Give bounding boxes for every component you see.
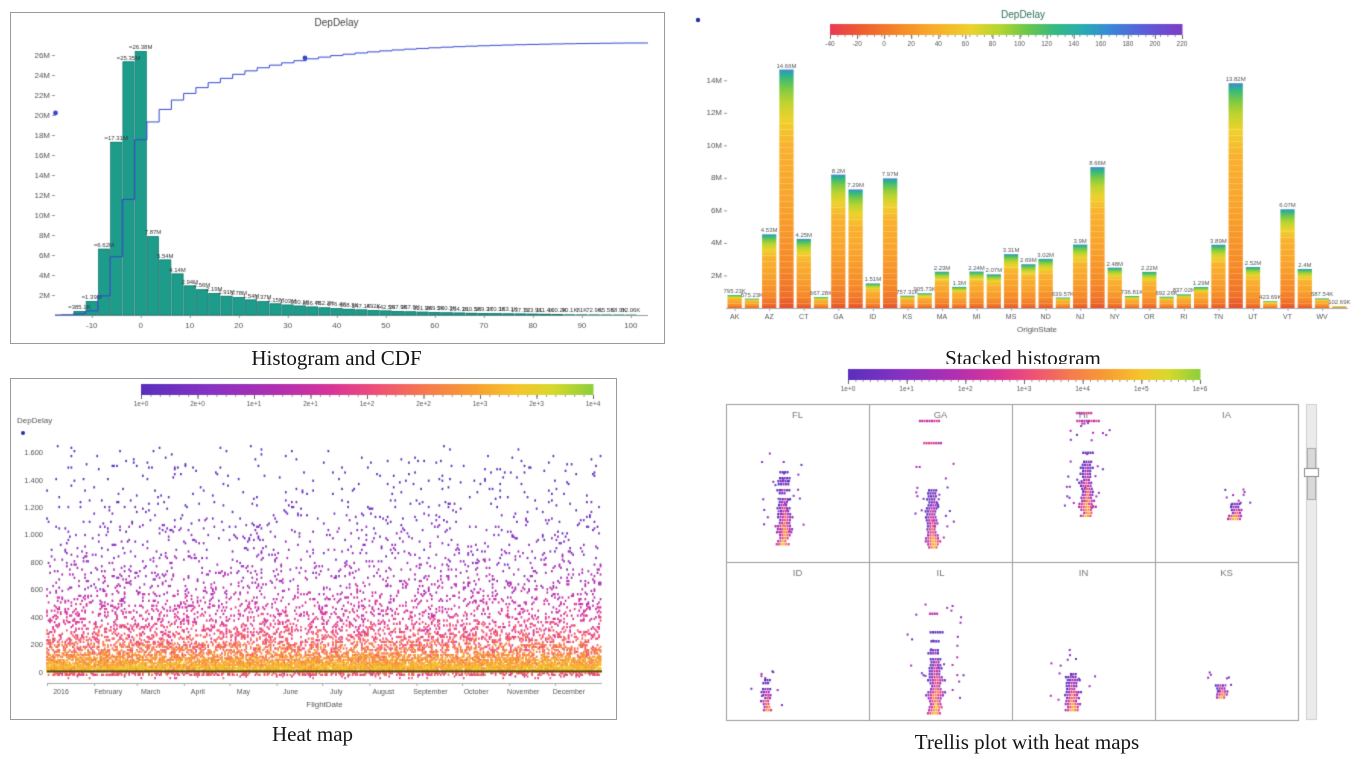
trellis-heat-maps-chart[interactable] bbox=[698, 364, 1356, 730]
stacked-histogram-chart[interactable] bbox=[690, 6, 1356, 344]
caption-trellis-heat-maps: Trellis plot with heat maps bbox=[914, 730, 1140, 754]
heat-map-frame bbox=[10, 378, 617, 720]
caption-heat-map: Heat map bbox=[271, 722, 354, 746]
histogram-cdf-chart[interactable] bbox=[11, 13, 662, 341]
trellis-heat-maps-frame bbox=[698, 364, 1356, 730]
histogram-cdf-frame bbox=[10, 12, 665, 344]
heat-map-chart[interactable] bbox=[11, 379, 614, 717]
stacked-histogram-frame bbox=[690, 6, 1356, 344]
caption-histogram-cdf: Histogram and CDF bbox=[251, 346, 422, 370]
